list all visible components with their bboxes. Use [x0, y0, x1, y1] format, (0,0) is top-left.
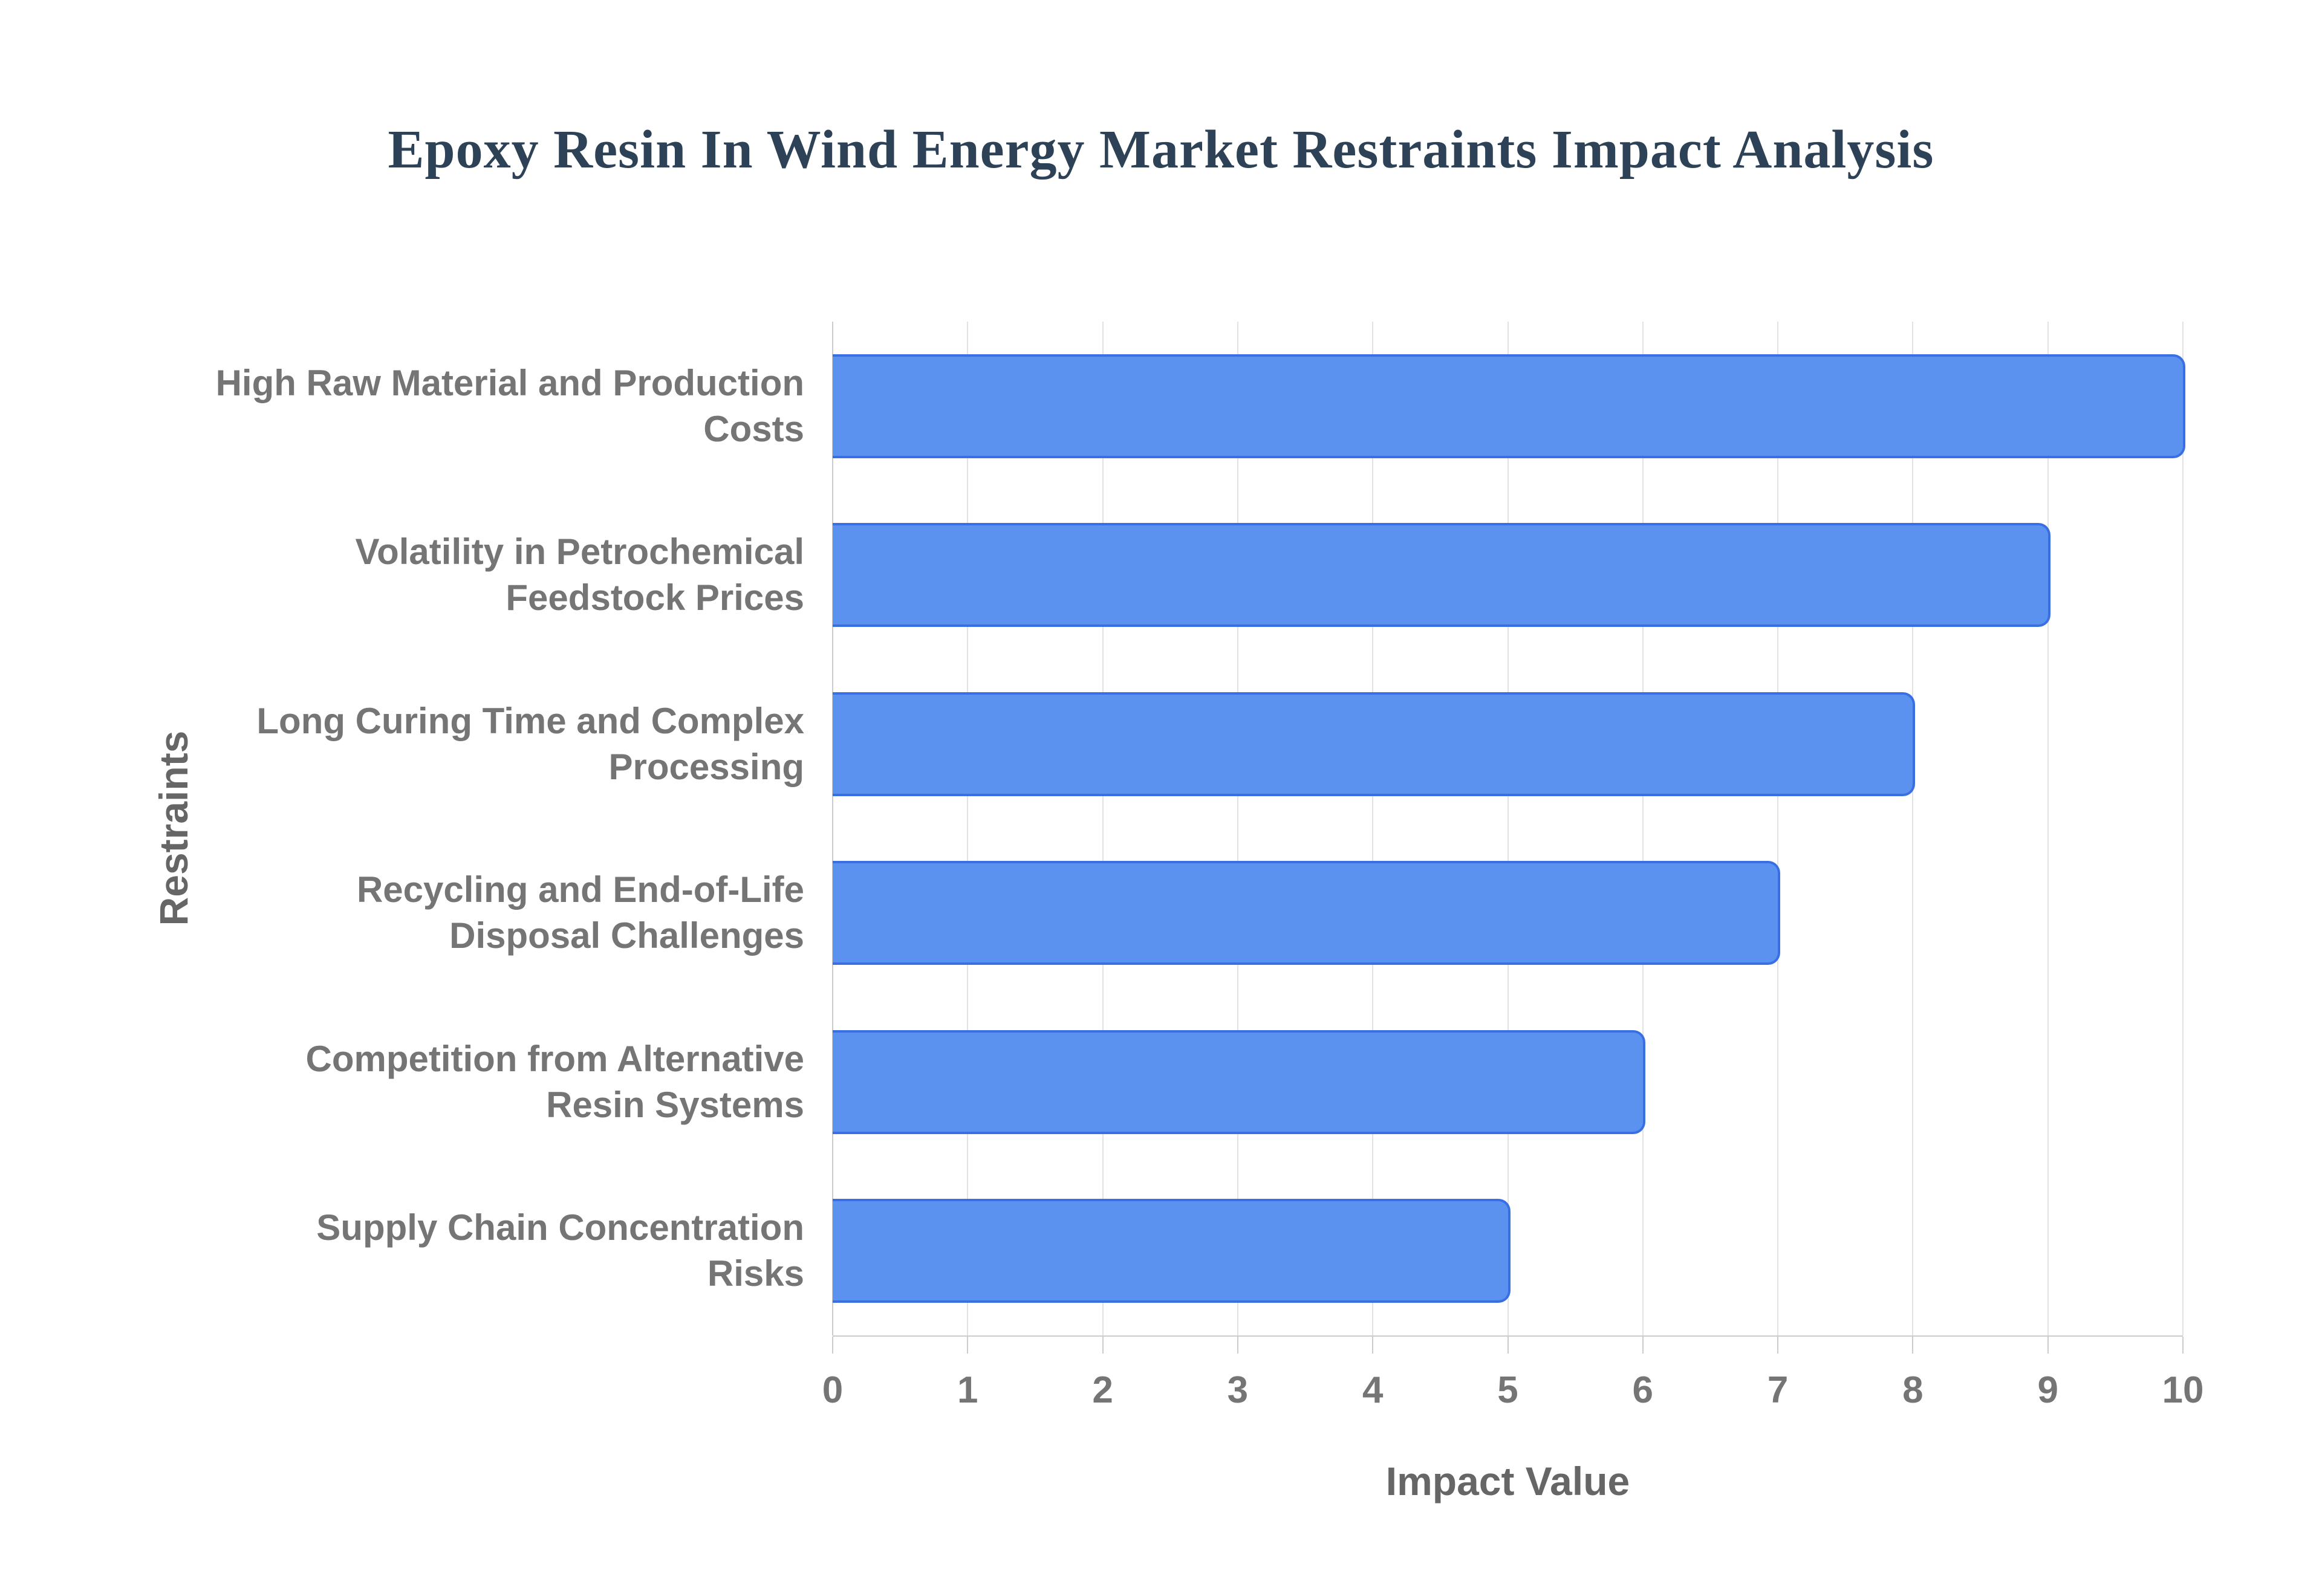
x-tick-label: 4: [1362, 1369, 1384, 1411]
x-tick-label: 6: [1632, 1369, 1654, 1411]
axis-tick-mark: [1912, 1337, 1914, 1354]
axis-tick-mark: [967, 1337, 969, 1354]
axis-tick-mark: [1642, 1337, 1644, 1354]
x-tick-label: 8: [1902, 1369, 1924, 1411]
bar: [833, 861, 1781, 965]
gridline: [2047, 322, 2049, 1335]
x-axis-line: [833, 1335, 2183, 1337]
gridline: [1642, 322, 1644, 1335]
category-label: Long Curing Time and Complex Processing: [256, 700, 804, 787]
bar: [833, 692, 1916, 796]
bar: [833, 523, 2050, 628]
x-tick-label: 7: [1767, 1369, 1789, 1411]
bar: [833, 1030, 1645, 1134]
gridline: [967, 322, 969, 1335]
category-label: Volatility in Petrochemical Feedstock Pr…: [355, 531, 804, 618]
axis-tick-mark: [1237, 1337, 1238, 1354]
category-label: Supply Chain Concentration Risks: [316, 1207, 804, 1294]
x-tick-label: 10: [2162, 1369, 2204, 1411]
axis-tick-mark: [1507, 1337, 1509, 1354]
category-label: High Raw Material and Production Costs: [215, 362, 804, 449]
gridline: [1237, 322, 1238, 1335]
x-tick-label: 9: [2037, 1369, 2058, 1411]
axis-tick-mark: [832, 1337, 833, 1354]
x-tick-label: 1: [957, 1369, 978, 1411]
bar: [833, 1199, 1511, 1303]
gridline: [1507, 322, 1509, 1335]
gridline: [1912, 322, 1914, 1335]
axis-tick-mark: [2047, 1337, 2049, 1354]
x-tick-label: 2: [1092, 1369, 1113, 1411]
gridline: [1102, 322, 1104, 1335]
gridline: [1777, 322, 1779, 1335]
gridline: [1372, 322, 1374, 1335]
y-axis-line: [832, 322, 833, 1335]
x-tick-label: 5: [1497, 1369, 1518, 1411]
x-axis-title: Impact Value: [1385, 1459, 1630, 1504]
x-tick-label: 3: [1227, 1369, 1249, 1411]
y-axis-title: Restraints: [151, 730, 196, 926]
axis-tick-mark: [1777, 1337, 1779, 1354]
category-label: Competition from Alternative Resin Syste…: [305, 1038, 804, 1125]
axis-tick-mark: [2182, 1337, 2184, 1354]
plot-area: Restraints Impact Value 0 1 2 3 4 5 6 7 8 9 10 High…: [151, 322, 2203, 1504]
x-tick-label: 0: [822, 1369, 844, 1411]
axis-tick-mark: [1372, 1337, 1374, 1354]
bar: [833, 354, 2185, 458]
axis-tick-mark: [1102, 1337, 1104, 1354]
gridline: [2182, 322, 2184, 1335]
chart-title: Epoxy Resin In Wind Energy Market Restra…: [388, 120, 1934, 180]
category-label: Recycling and End-of-Life Disposal Chall…: [356, 869, 804, 956]
